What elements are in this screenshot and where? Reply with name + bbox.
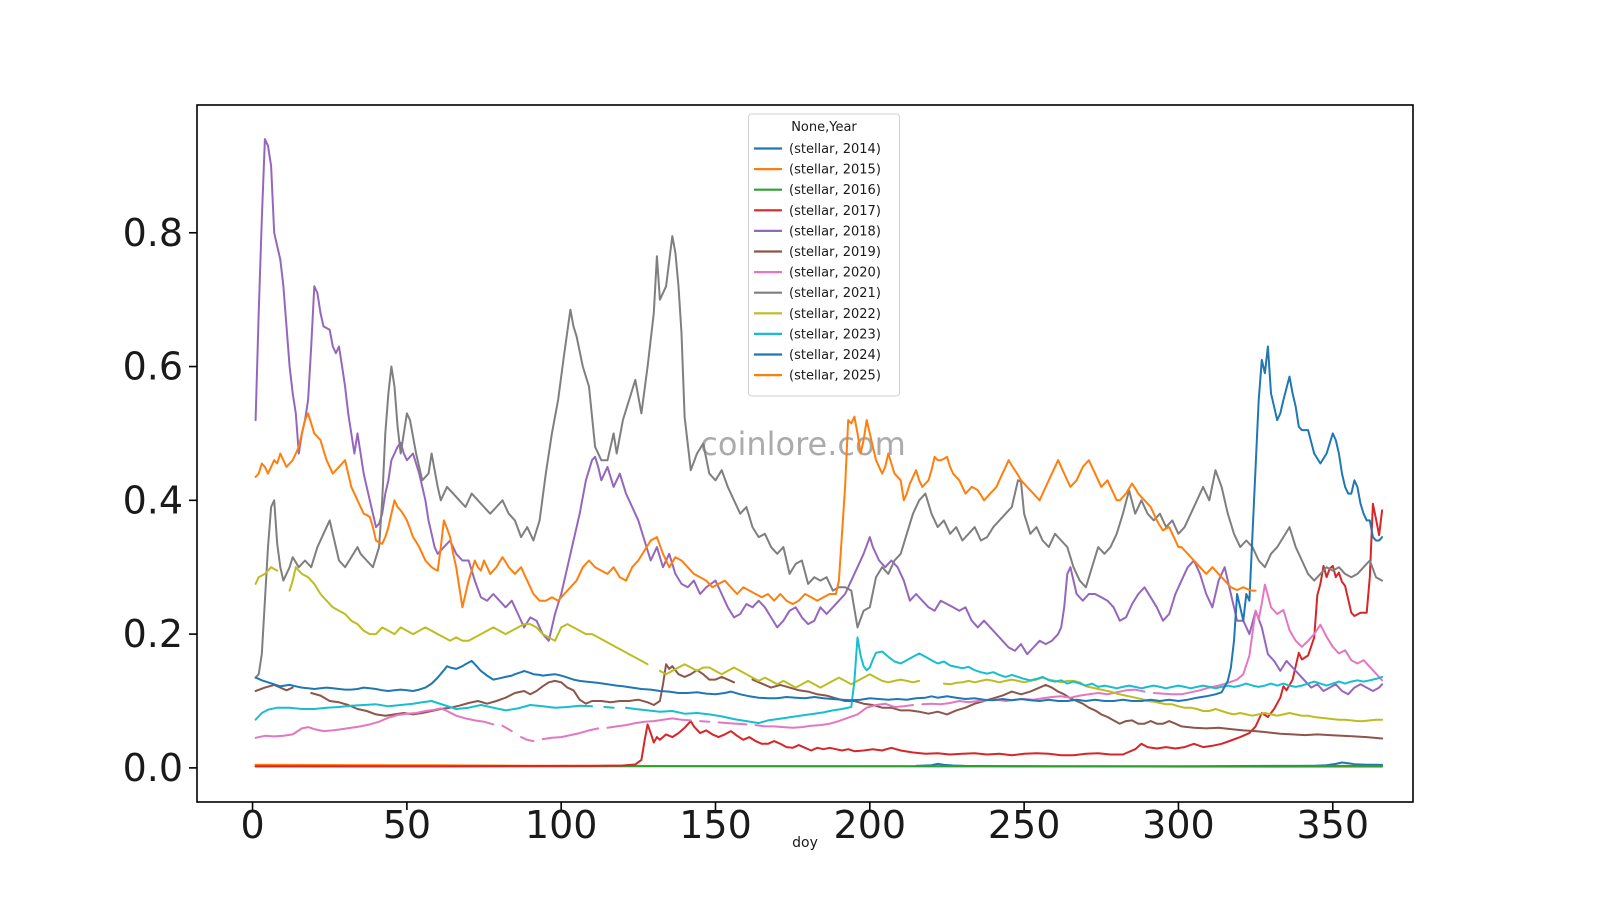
legend-item: (stellar, 2020)	[754, 266, 881, 281]
x-axis-label: doy	[792, 835, 818, 851]
legend-item: (stellar, 2021)	[754, 286, 881, 301]
legend-item: (stellar, 2025)	[754, 369, 881, 384]
y-tick-label: 0.6	[123, 345, 183, 389]
y-tick-label: 0.2	[123, 612, 183, 656]
legend: None,Year (stellar, 2014) (stellar, 2015)…	[748, 113, 900, 397]
legend-item: (stellar, 2024)	[754, 348, 881, 363]
legend-item-label: (stellar, 2023)	[789, 327, 881, 342]
legend-item-label: (stellar, 2015)	[789, 163, 881, 178]
series-stellar-2018	[254, 138, 1384, 696]
legend-item: (stellar, 2015)	[754, 163, 881, 178]
series-layer	[254, 138, 1384, 768]
series-stellar-2021	[254, 235, 1384, 679]
x-tick-label: 200	[834, 803, 907, 847]
legend-item: (stellar, 2019)	[754, 245, 881, 260]
legend-item-label: (stellar, 2022)	[789, 307, 881, 322]
legend-item: (stellar, 2022)	[754, 307, 881, 322]
legend-item-label: (stellar, 2025)	[789, 369, 881, 384]
legend-item-label: (stellar, 2014)	[789, 142, 881, 157]
y-axis: 0.0 0.2 0.4 0.6 0.8	[123, 211, 197, 790]
legend-item: (stellar, 2016)	[754, 183, 881, 198]
x-tick-label: 350	[1296, 803, 1369, 847]
legend-item-label: (stellar, 2017)	[789, 204, 881, 219]
legend-item-label: (stellar, 2021)	[789, 286, 881, 301]
y-tick-label: 0.0	[123, 746, 183, 790]
x-axis: 0 50 100 150 200 250 300 350	[240, 802, 1369, 847]
legend-item: (stellar, 2023)	[754, 327, 881, 342]
legend-box	[748, 113, 900, 397]
legend-item: (stellar, 2018)	[754, 224, 881, 239]
series-stellar-2017	[254, 502, 1384, 768]
series-stellar-2022	[254, 566, 1384, 723]
x-tick-label: 100	[525, 803, 598, 847]
legend-title: None,Year	[791, 120, 857, 135]
legend-item-label: (stellar, 2018)	[789, 224, 881, 239]
legend-item: (stellar, 2017)	[754, 204, 881, 219]
legend-items: (stellar, 2014) (stellar, 2015) (stellar, …	[754, 142, 881, 384]
x-tick-label: 300	[1142, 803, 1215, 847]
x-tick-label: 150	[679, 803, 752, 847]
x-tick-label: 250	[988, 803, 1061, 847]
legend-item-label: (stellar, 2020)	[789, 266, 881, 281]
legend-item-label: (stellar, 2019)	[789, 245, 881, 260]
y-tick-label: 0.4	[123, 478, 183, 522]
y-tick-label: 0.8	[123, 211, 183, 255]
legend-item-label: (stellar, 2024)	[789, 348, 881, 363]
legend-item: (stellar, 2014)	[754, 142, 881, 157]
x-tick-label: 50	[383, 803, 431, 847]
x-tick-label: 0	[240, 803, 264, 847]
series-stellar-2025	[254, 412, 1257, 609]
series-stellar-2023	[254, 636, 1384, 725]
legend-item-label: (stellar, 2016)	[789, 183, 881, 198]
series-stellar-2024	[254, 345, 1384, 702]
plot-border	[196, 104, 1414, 803]
